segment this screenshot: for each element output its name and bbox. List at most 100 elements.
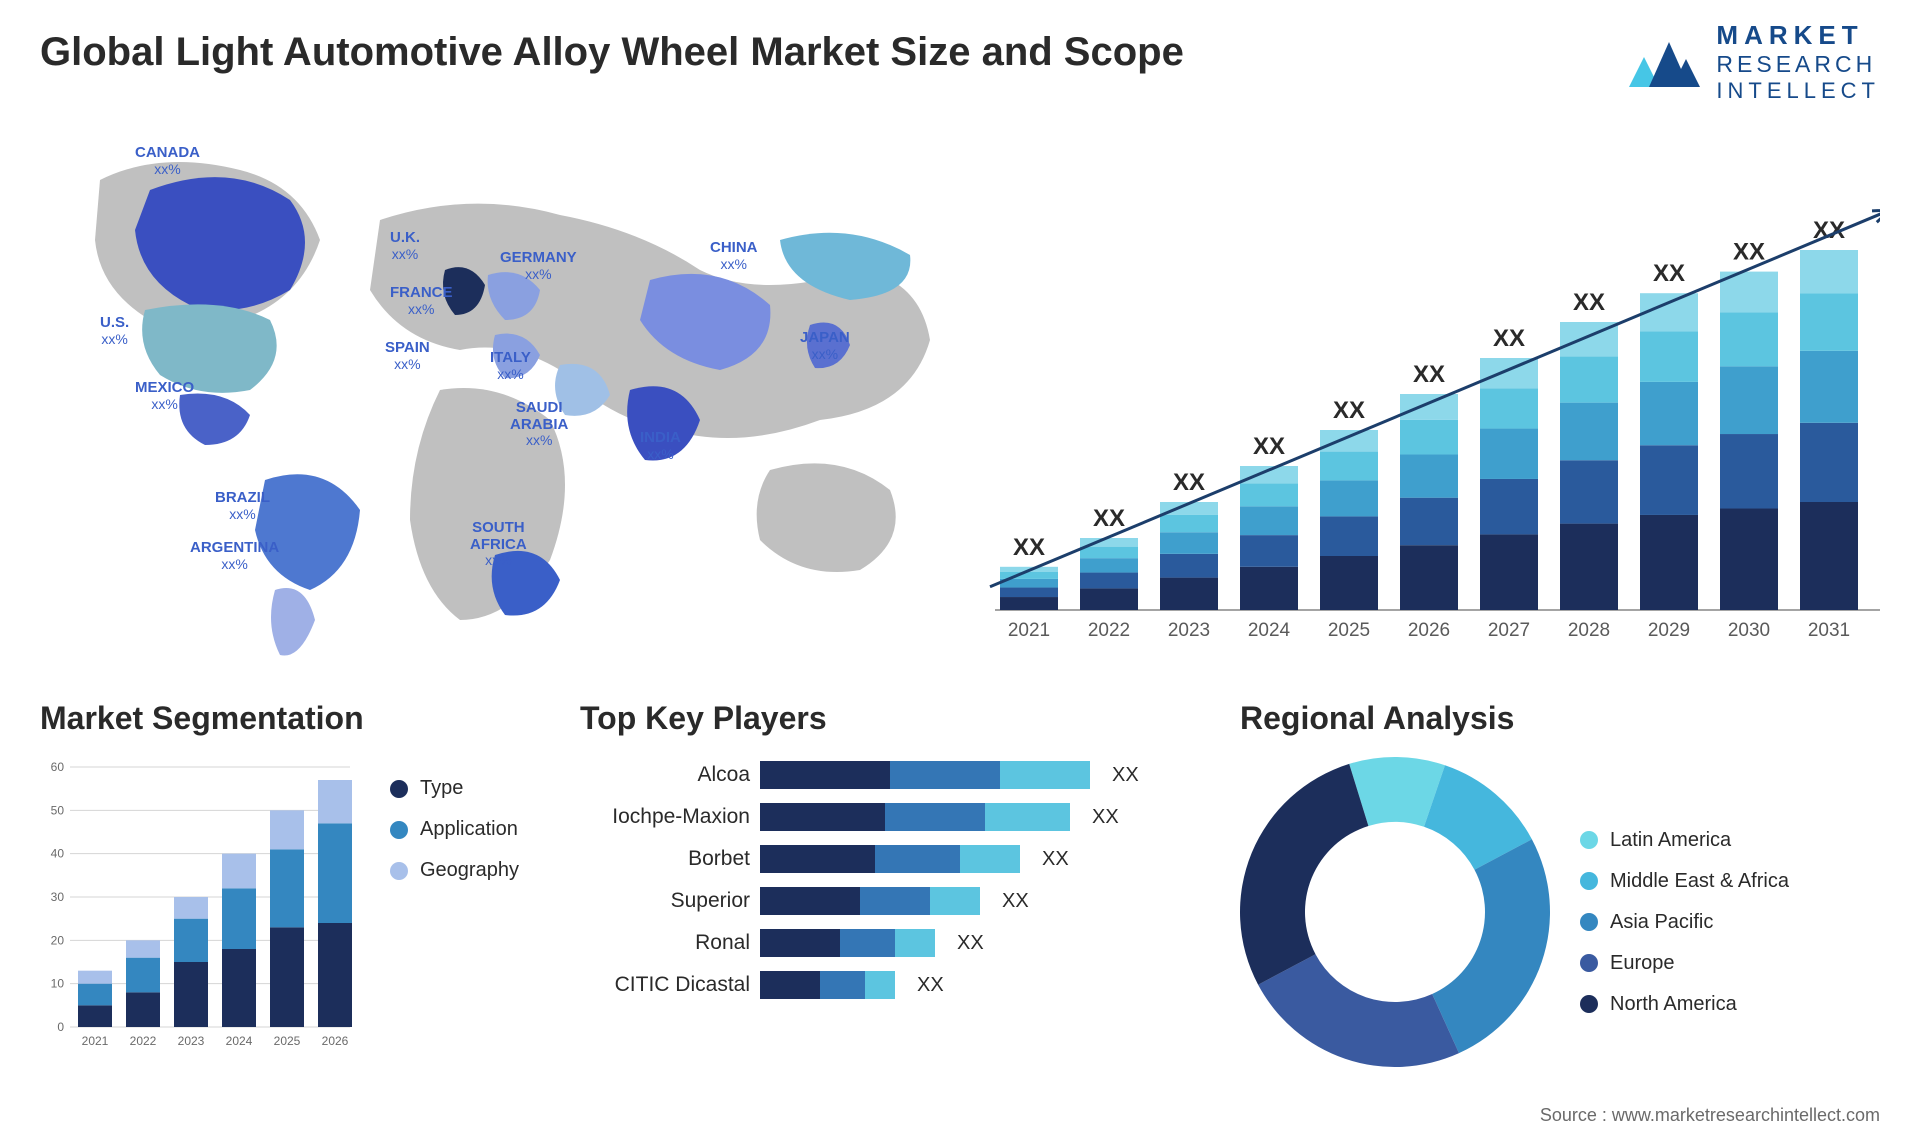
svg-text:XX: XX (1733, 239, 1765, 266)
svg-text:2022: 2022 (1088, 620, 1130, 641)
player-row: BorbetXX (580, 845, 1200, 873)
map-label: U.S.xx% (100, 315, 129, 347)
legend-item: Geography (390, 859, 519, 882)
svg-text:20: 20 (51, 933, 65, 947)
player-bar-segment (1000, 761, 1090, 789)
logo-line2: RESEARCH (1716, 51, 1880, 78)
map-label: CANADAxx% (135, 145, 200, 177)
map-label: BRAZILxx% (215, 490, 270, 522)
svg-text:2024: 2024 (226, 1034, 253, 1048)
legend-label: North America (1610, 993, 1737, 1016)
player-bar (760, 971, 895, 999)
svg-text:2026: 2026 (322, 1034, 349, 1048)
svg-text:2021: 2021 (82, 1034, 109, 1048)
player-bar (760, 803, 1070, 831)
player-bar (760, 761, 1090, 789)
logo-line3: INTELLECT (1716, 78, 1880, 104)
player-value: XX (1092, 806, 1119, 829)
legend-label: Geography (420, 859, 519, 882)
map-label: GERMANYxx% (500, 250, 577, 282)
svg-text:XX: XX (1173, 469, 1205, 496)
legend-item: Asia Pacific (1580, 911, 1789, 934)
player-bar (760, 929, 935, 957)
legend-swatch (390, 821, 408, 839)
player-bar (760, 845, 1020, 873)
svg-text:2022: 2022 (130, 1034, 157, 1048)
svg-text:2029: 2029 (1648, 620, 1690, 641)
svg-text:2023: 2023 (1168, 620, 1210, 641)
player-bar-segment (960, 845, 1020, 873)
svg-text:2030: 2030 (1728, 620, 1770, 641)
player-value: XX (957, 932, 984, 955)
player-bar-segment (840, 929, 895, 957)
regional-donut (1240, 757, 1550, 1067)
player-bar-segment (985, 803, 1070, 831)
key-players-panel: Top Key Players AlcoaXXIochpe-MaxionXXBo… (580, 700, 1200, 1100)
map-label: MEXICOxx% (135, 380, 194, 412)
regional-legend: Latin America Middle East & Africa Asia Pa… (1580, 809, 1789, 1016)
svg-text:XX: XX (1013, 534, 1045, 561)
svg-text:10: 10 (51, 977, 65, 991)
player-bar-segment (760, 803, 885, 831)
svg-text:2028: 2028 (1568, 620, 1610, 641)
player-bar-segment (885, 803, 985, 831)
svg-text:60: 60 (51, 760, 65, 774)
segmentation-chart: 0102030405060202120222023202420252026 (40, 757, 360, 1057)
player-name: Borbet (580, 847, 750, 871)
svg-text:XX: XX (1253, 433, 1285, 460)
player-bar-segment (895, 929, 935, 957)
legend-label: Application (420, 818, 518, 841)
player-name: Alcoa (580, 763, 750, 787)
player-bar-segment (890, 761, 1000, 789)
legend-swatch (390, 780, 408, 798)
map-label: SAUDIARABIAxx% (510, 400, 568, 448)
map-label: U.K.xx% (390, 230, 420, 262)
legend-label: Type (420, 777, 463, 800)
key-players-title: Top Key Players (580, 700, 1200, 737)
player-bar-segment (760, 929, 840, 957)
logo-icon (1624, 27, 1704, 97)
segmentation-panel: Market Segmentation 01020304050602021202… (40, 700, 540, 1100)
player-name: Ronal (580, 931, 750, 955)
legend-swatch (1580, 831, 1598, 849)
svg-text:XX: XX (1653, 260, 1685, 287)
svg-text:2023: 2023 (178, 1034, 205, 1048)
player-bar-segment (760, 845, 875, 873)
player-value: XX (1112, 764, 1139, 787)
legend-item: North America (1580, 993, 1789, 1016)
player-row: Ronal XX (580, 929, 1200, 957)
player-row: Iochpe-MaxionXX (580, 803, 1200, 831)
legend-label: Latin America (1610, 829, 1731, 852)
world-map-panel: CANADAxx%U.S.xx%MEXICOxx%BRAZILxx%ARGENT… (40, 120, 950, 680)
svg-text:XX: XX (1493, 325, 1525, 352)
svg-text:2025: 2025 (1328, 620, 1370, 641)
legend-swatch (1580, 872, 1598, 890)
legend-item: Application (390, 818, 519, 841)
logo-line1: MARKET (1716, 20, 1880, 51)
svg-text:0: 0 (57, 1020, 64, 1034)
player-bar (760, 887, 980, 915)
player-bar-segment (865, 971, 895, 999)
source-footer: Source : www.marketresearchintellect.com (1540, 1105, 1880, 1126)
map-label: INDIAxx% (640, 430, 681, 462)
player-row: Superior XX (580, 887, 1200, 915)
svg-text:30: 30 (51, 890, 65, 904)
legend-swatch (1580, 995, 1598, 1013)
player-bar-segment (760, 971, 820, 999)
map-label: ITALYxx% (490, 350, 531, 382)
player-name: Superior (580, 889, 750, 913)
svg-text:XX: XX (1333, 397, 1365, 424)
map-label: JAPANxx% (800, 330, 850, 362)
map-label: CHINAxx% (710, 240, 758, 272)
legend-item: Europe (1580, 952, 1789, 975)
svg-text:50: 50 (51, 803, 65, 817)
legend-item: Latin America (1580, 829, 1789, 852)
svg-text:2027: 2027 (1488, 620, 1530, 641)
svg-text:XX: XX (1413, 361, 1445, 388)
regional-panel: Regional Analysis Latin AmericaMiddle Ea… (1240, 700, 1880, 1100)
svg-text:XX: XX (1573, 289, 1605, 316)
player-value: XX (1002, 890, 1029, 913)
legend-swatch (1580, 954, 1598, 972)
legend-item: Middle East & Africa (1580, 870, 1789, 893)
page-title: Global Light Automotive Alloy Wheel Mark… (40, 30, 1184, 75)
